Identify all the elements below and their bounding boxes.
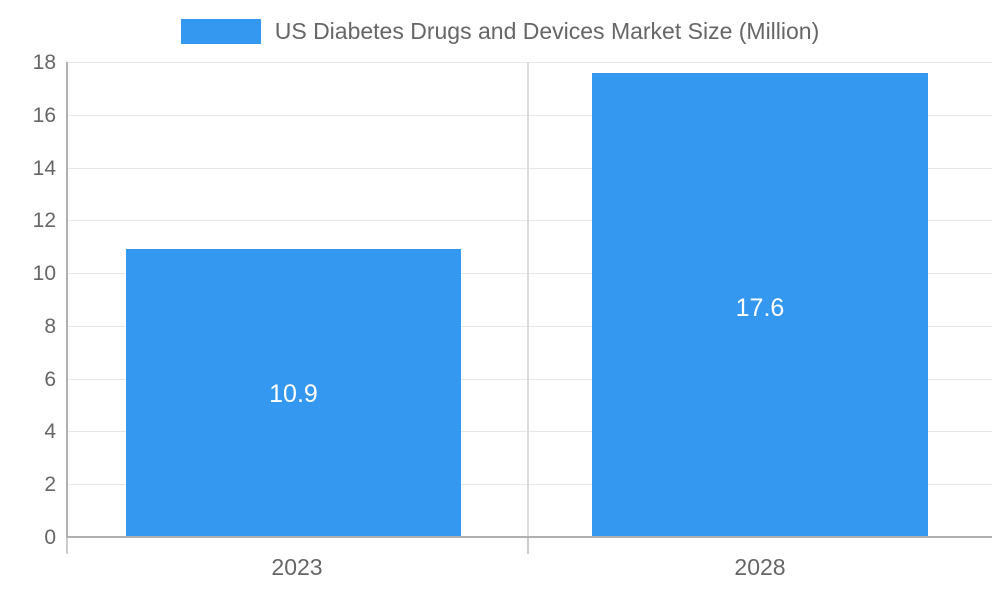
bar-2023[interactable]: 10.9 (126, 249, 461, 537)
y-tick-label-8: 8 (44, 315, 56, 338)
bar-2028[interactable]: 17.6 (592, 72, 928, 537)
x-axis-line (66, 536, 992, 538)
chart-legend: US Diabetes Drugs and Devices Market Siz… (0, 14, 1000, 48)
legend-item-label: US Diabetes Drugs and Devices Market Siz… (274, 17, 820, 44)
gridline-16 (66, 114, 992, 116)
bar-value-label-2023: 10.9 (269, 380, 318, 409)
y-axis-tick-labels: 18 16 14 12 10 8 6 4 2 0 (0, 0, 56, 600)
y-tick-label-12: 12 (32, 209, 56, 232)
legend-color-swatch-icon (180, 18, 261, 44)
legend-item-series-1[interactable]: US Diabetes Drugs and Devices Market Siz… (180, 17, 820, 44)
gridline-8 (66, 325, 992, 327)
gridline-18 (66, 62, 992, 63)
gridline-12 (66, 220, 992, 222)
y-tick-label-10: 10 (32, 262, 56, 285)
gridline-14 (66, 167, 992, 169)
category-separator-gridline (527, 62, 529, 537)
y-axis-origin-tick (66, 538, 68, 554)
y-axis-line (66, 62, 68, 538)
gridline-2 (66, 484, 992, 486)
x-tick-label-2023: 2023 (271, 554, 323, 580)
gridline-4 (66, 431, 992, 433)
gridline-10 (66, 273, 992, 275)
bar-value-label-2028: 17.6 (735, 293, 785, 322)
y-tick-label-6: 6 (44, 368, 56, 391)
gridline-6 (66, 378, 992, 380)
x-tick-label-2028: 2028 (734, 554, 786, 580)
y-tick-label-4: 4 (44, 420, 56, 443)
x-axis-tick-separator (527, 538, 529, 554)
y-tick-label-2: 2 (44, 473, 56, 496)
y-tick-label-0: 0 (44, 526, 56, 549)
y-tick-label-16: 16 (32, 104, 56, 127)
y-tick-label-14: 14 (32, 157, 56, 180)
plot-area: 10.9 17.6 (66, 62, 992, 537)
y-tick-label-18: 18 (32, 51, 56, 74)
